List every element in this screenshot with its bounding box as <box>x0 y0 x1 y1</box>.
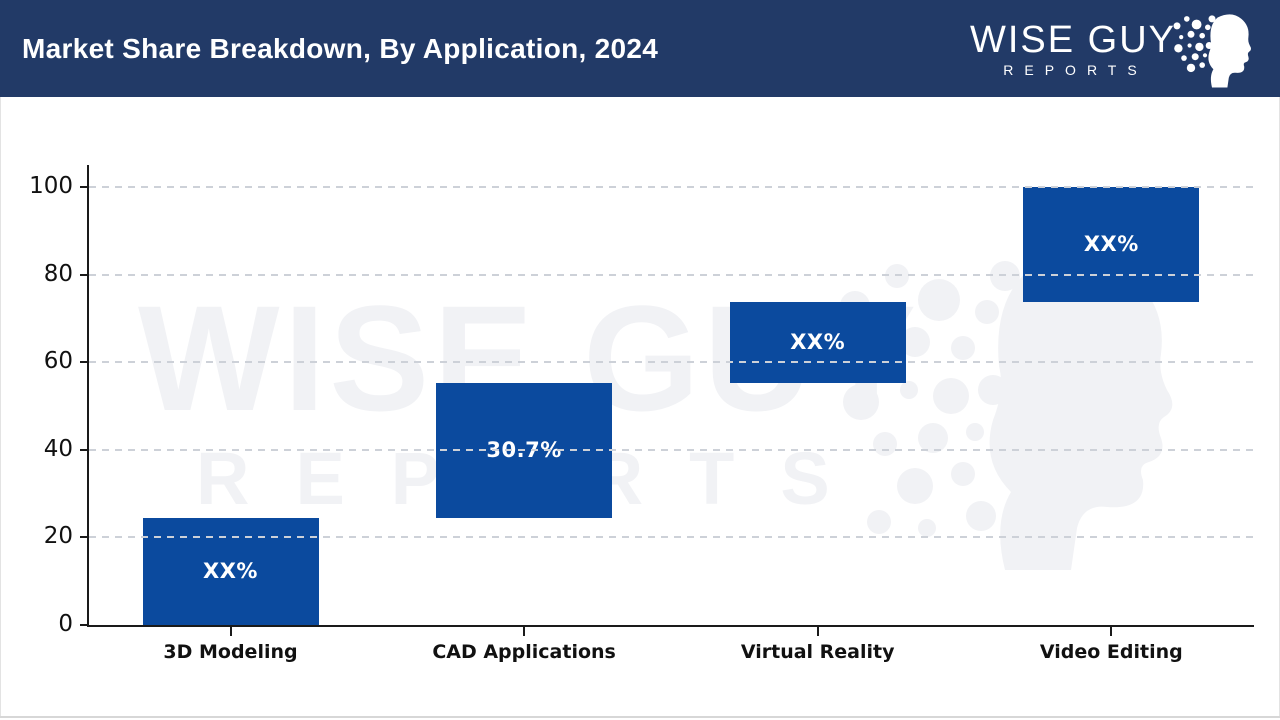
bar: XX% <box>1023 187 1200 302</box>
bottom-border <box>0 716 1280 718</box>
y-tick-label: 40 <box>43 435 73 462</box>
x-tick-mark <box>816 627 819 636</box>
plot-area: 0 20 40 60 80 100 XX% 3D Modeling 30.7% CAD Appli… <box>0 97 1280 720</box>
x-axis-label: 3D Modeling <box>163 641 298 663</box>
y-tick-mark <box>80 361 89 364</box>
y-tick-mark <box>80 536 89 539</box>
gridline <box>89 448 1253 451</box>
gridline <box>89 273 1253 276</box>
brand-name: WISE GUY <box>969 18 1176 61</box>
y-tick-label: 100 <box>29 173 73 199</box>
x-tick-mark <box>1110 627 1113 636</box>
y-tick-label: 60 <box>43 348 73 375</box>
gridline <box>89 536 1253 539</box>
x-axis-label: Virtual Reality <box>740 641 895 663</box>
gridline <box>89 186 1253 188</box>
x-axis-label: CAD Applications <box>432 641 616 663</box>
bar-value-label: XX% <box>1083 232 1139 257</box>
bar: XX% <box>729 301 906 384</box>
bar-value-label: XX% <box>790 330 846 355</box>
y-tick-label: 80 <box>43 260 73 287</box>
y-tick-label: 20 <box>43 523 73 550</box>
y-tick-mark <box>80 186 89 188</box>
brand-subtitle: REPORTS <box>1003 61 1148 78</box>
bar: XX% <box>142 517 319 625</box>
x-axis-label: Video Editing <box>1039 641 1183 663</box>
y-tick-mark <box>80 624 89 626</box>
page-title: Market Share Breakdown, By Application, … <box>22 32 659 64</box>
x-tick-mark <box>229 627 232 636</box>
y-tick-mark <box>80 448 89 451</box>
x-axis-line <box>87 625 1254 627</box>
y-tick-mark <box>80 273 89 276</box>
bar-value-label: XX% <box>203 559 258 584</box>
y-tick-label: 0 <box>58 611 73 637</box>
gridline <box>89 361 1253 364</box>
x-tick-mark <box>523 627 526 636</box>
brand-logo-text: WISE GUY REPORTS <box>970 21 1176 77</box>
brand-head-icon <box>1173 13 1252 87</box>
y-axis-line <box>87 165 89 627</box>
brand-logo: WISE GUY REPORTS <box>970 6 1254 92</box>
header-bar: Market Share Breakdown, By Application, … <box>0 0 1280 97</box>
